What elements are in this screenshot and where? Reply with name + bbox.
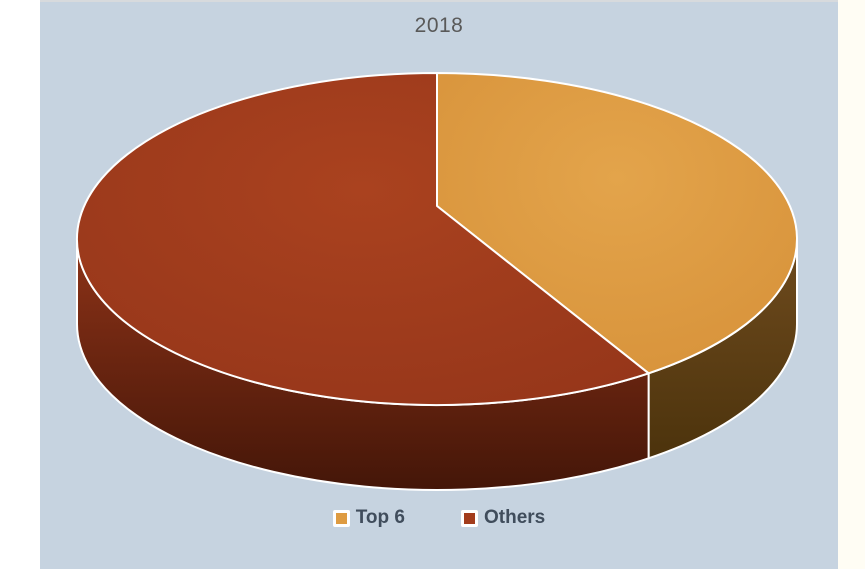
legend-item-others[interactable]: Others — [461, 507, 545, 529]
legend-marker-top-6-icon — [335, 512, 347, 524]
pie-slice-top-6[interactable] — [436, 72, 798, 375]
legend-label-others: Others — [484, 507, 546, 528]
legend-marker-box — [332, 509, 350, 527]
pie-slice-others[interactable] — [76, 72, 650, 406]
right-margin-strip — [838, 0, 865, 569]
legend-marker-others-icon — [464, 512, 475, 524]
legend-label-top-6: Top 6 — [355, 507, 405, 528]
legend-item-top-6[interactable]: Top 6 — [332, 507, 405, 529]
chart-title: 2018 — [414, 14, 464, 37]
legend-marker-box — [461, 509, 478, 527]
chart-legend: Top 6 Others — [40, 507, 838, 529]
